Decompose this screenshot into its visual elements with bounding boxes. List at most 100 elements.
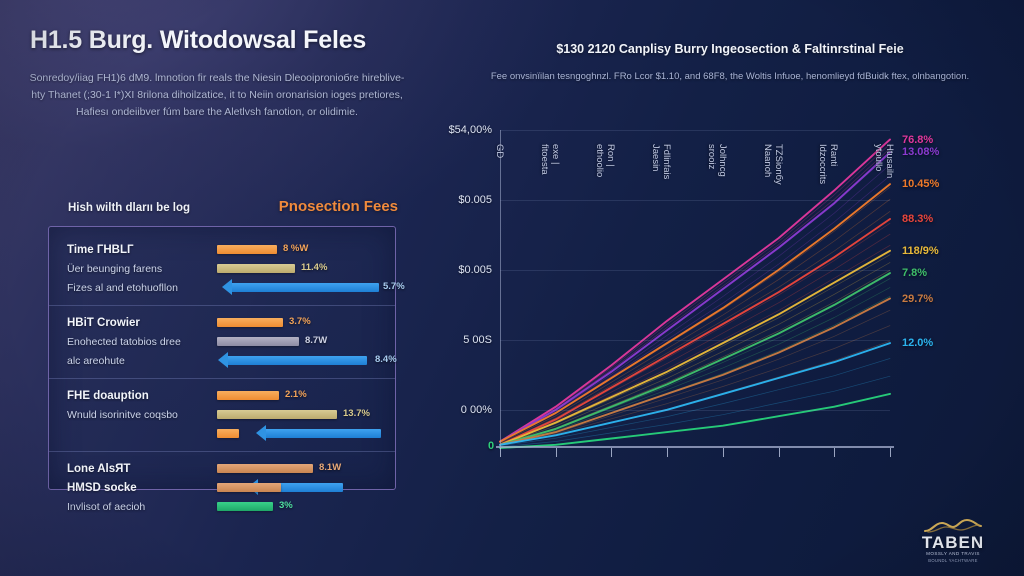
- fee-group: Lone AlsЯT 8.1W HMSD socke Invlisot of aeci…: [49, 451, 395, 524]
- fee-bar: [217, 502, 273, 511]
- x-axis-tick: [722, 448, 724, 457]
- fee-row-label: Enohected tatobios dree: [67, 335, 181, 348]
- x-axis-tick: [890, 448, 891, 457]
- fee-bar: [217, 464, 313, 473]
- fee-bar-zone: 3.7%: [217, 313, 381, 332]
- fee-bar-zone: 5.7%: [217, 278, 405, 297]
- x-axis-line: [496, 446, 894, 448]
- fee-bar-arrow: [227, 356, 367, 365]
- fee-card-header: Hish wilth dlarıı be log Pnosection Fees: [68, 198, 398, 215]
- left-panel: H1.5 Burg. Witodowsal Feles Sonredoy/iia…: [0, 0, 432, 576]
- fee-bar-arrow: [265, 429, 381, 438]
- y-axis-tick-label: $54,00%: [448, 124, 492, 136]
- chart-title: $130 2120 Canplisy Burry Ingeosection & …: [556, 42, 904, 56]
- fee-bar-arrow-head: [222, 279, 232, 295]
- x-axis-tick: [611, 448, 613, 457]
- x-axis-tick-label: Htusailn ytoullo: [872, 144, 895, 179]
- fee-bar-value: 11.4%: [301, 262, 328, 273]
- series-end-label: 7.8%: [902, 267, 928, 280]
- x-axis-tick: [834, 448, 836, 457]
- x-axis-tick: [667, 448, 669, 457]
- fee-bar-value: 3%: [279, 500, 293, 511]
- chart-lines: [499, 138, 891, 449]
- fee-bar: [217, 245, 277, 254]
- gridline: [500, 130, 890, 131]
- fee-row-label: FHE doauption: [67, 389, 149, 402]
- fee-card-header-right-label: Pnosection Fees: [278, 198, 398, 215]
- mountain-wave-icon: [923, 518, 983, 533]
- fee-row[interactable]: HMSD socke: [67, 478, 381, 497]
- fee-group: HBiT Crowier 3.7% Enohected tatobios dree 8…: [49, 305, 397, 378]
- fee-bar-value: 8 %W: [283, 243, 309, 254]
- fee-bar-value: 8.7W: [305, 335, 328, 346]
- fee-row-label: HMSD socke: [67, 481, 137, 494]
- fee-row-label: Üer beunging farens: [67, 262, 163, 275]
- fee-row[interactable]: Wnuld isorinitve coqsbo 13.7%: [67, 405, 381, 424]
- fee-bar-zone: [217, 478, 381, 497]
- fee-row-label: Invlisot of aecioh: [67, 500, 146, 513]
- logo-tagline: MOSSLY AND TRAVIS: [926, 550, 980, 556]
- fee-row-label: HBiT Crowier: [67, 316, 140, 329]
- fee-bar-stub: [217, 483, 281, 492]
- logo-tagline-secondary: BOUNDL YACHTWARE: [928, 557, 978, 563]
- gridline: [500, 339, 890, 341]
- fee-row[interactable]: Time ГHBLГ 8 %W: [67, 240, 381, 259]
- series-end-label: 12.0%: [902, 337, 934, 350]
- fee-bar-zone: 13.7%: [217, 405, 381, 424]
- fee-row-label: Wnuld isorinitve coqsbo: [67, 408, 178, 421]
- fee-row[interactable]: HBiT Crowier 3.7%: [67, 313, 381, 332]
- series-end-label: 88.3%: [902, 213, 934, 226]
- fee-row[interactable]: Üer beunging farens 11.4%: [67, 259, 381, 278]
- fee-bar-arrow: [257, 483, 343, 492]
- fee-row[interactable]: Invlisot of aecioh 3%: [67, 497, 381, 516]
- fee-bar-value: 2.1%: [285, 389, 307, 400]
- fee-row-label: Fizes al and etohuofllon: [67, 281, 178, 294]
- series-end-label: 13.08%: [902, 146, 940, 159]
- fee-row-label: alc areohute: [67, 354, 125, 367]
- fee-row-label: Time ГHBLГ: [67, 243, 134, 256]
- logo-wordmark: TABEN: [921, 532, 985, 552]
- page-subtitle: Sonredoy/iiag FH1)6 dM9. lmnotion fir re…: [29, 72, 405, 118]
- fee-row[interactable]: alc areohute 8.4%: [67, 351, 397, 370]
- fee-row[interactable]: Lone AlsЯT 8.1W: [67, 459, 381, 478]
- line-chart-plot: 0 $54,00% $0.005 $0.005 5 00S 0 00% GD exe | f…: [449, 124, 939, 457]
- fee-row[interactable]: Enohected tatobios dree 8.7W: [67, 332, 381, 351]
- fee-bar-zone: [217, 424, 381, 443]
- fee-row[interactable]: [67, 424, 381, 443]
- fee-row[interactable]: Fizes al and etohuofllon 5.7%: [67, 278, 405, 297]
- fee-card-header-left-label: Hish wilth dlarıı be log: [68, 202, 191, 214]
- right-panel: $130 2120 Canplisy Burry Ingeosection & …: [432, 0, 1024, 576]
- y-axis-tick-label: 5 00S: [463, 333, 492, 346]
- fee-bar-zone: 2.1%: [217, 386, 381, 405]
- chart-subtitle: Fee onvsinïilan tesngoghnzl. FRo Lcor $1…: [490, 71, 970, 82]
- fee-bar-zone: 3%: [217, 497, 381, 516]
- fee-group: Time ГHBLГ 8 %W Üer beunging farens 11.4% Fi…: [49, 233, 405, 305]
- x-axis-tick: [500, 448, 501, 457]
- fee-bar-value: 13.7%: [343, 408, 370, 419]
- fee-row[interactable]: FHE doauption 2.1%: [67, 386, 381, 405]
- fee-bar-zone: 8 %W: [217, 240, 381, 259]
- fee-bar-value: 5.7%: [383, 281, 405, 292]
- y-axis-tick-label: $0.005: [458, 263, 492, 276]
- y-axis-line: [500, 130, 501, 448]
- fee-bar-zone: 8.7W: [217, 332, 381, 351]
- fee-bar-zone: 8.4%: [217, 351, 397, 370]
- fee-breakdown-card: Time ГHBLГ 8 %W Üer beunging farens 11.4% Fi…: [48, 226, 405, 513]
- gridline: [500, 199, 890, 201]
- fee-bar: [217, 410, 337, 419]
- origin-zero-label: 0: [488, 440, 495, 452]
- fee-bar-arrow-head: [256, 425, 266, 441]
- x-axis-tick: [555, 448, 557, 457]
- fee-bar-value: 8.4%: [375, 354, 397, 365]
- fee-bar: [217, 337, 299, 346]
- x-axis-tick: [778, 448, 780, 457]
- fee-bar-arrow-head: [218, 352, 228, 368]
- fee-bar: [217, 264, 295, 273]
- brand-logo: TABEN MOSSLY AND TRAVIS BOUNDL YACHTWARE: [904, 518, 1002, 564]
- fee-row-label: Lone AlsЯT: [67, 462, 131, 475]
- series-end-label: 118/9%: [902, 244, 939, 257]
- fee-bar-value: 8.1W: [319, 462, 342, 473]
- fee-bar-arrow: [231, 283, 379, 292]
- y-axis-tick-label: 0 00%: [460, 403, 492, 416]
- series-end-label: 76.8%: [902, 133, 934, 146]
